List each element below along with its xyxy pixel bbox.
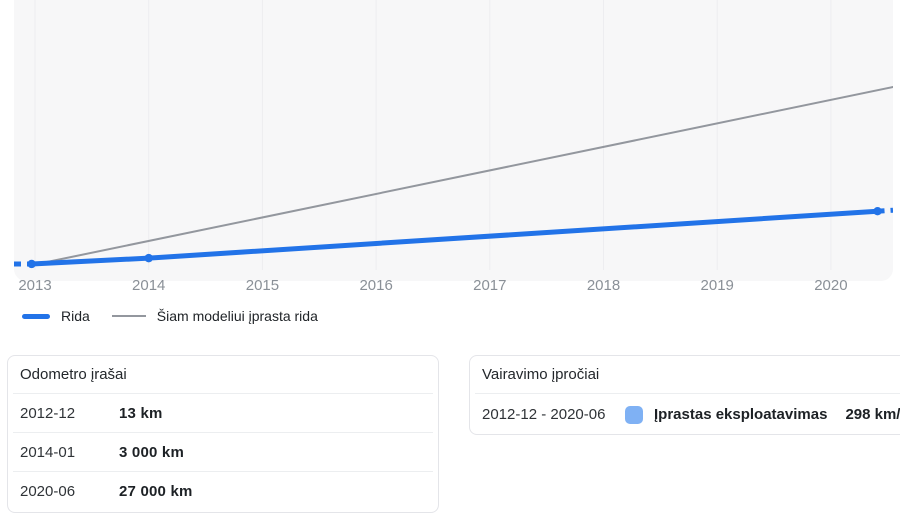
odometer-records-card: Odometro įrašai 2012-12 13 km 2014-01 3 …: [7, 355, 439, 513]
habits-card-title: Vairavimo įpročiai: [475, 356, 900, 394]
mileage-line-chart: [14, 0, 893, 270]
x-tick-label: 2016: [359, 277, 393, 294]
data-point-dot: [873, 207, 882, 216]
driving-habits-card: Vairavimo įpročiai 2012-12 - 2020-06 Įpr…: [469, 355, 900, 435]
x-tick-label: 2019: [700, 277, 734, 294]
normal-usage-swatch: [625, 405, 643, 424]
series-line: [36, 86, 893, 265]
odometer-date: 2020-06: [20, 482, 76, 500]
legend-label-typical-mileage: Šiam modeliui įprasta rida: [156, 308, 318, 324]
x-tick-label: 2018: [586, 277, 621, 294]
habits-usage-rate: 298 km/mė: [845, 406, 900, 423]
x-tick-label: 2013: [18, 277, 52, 294]
chart-legend: Rida Šiam modeliui įprasta rida: [22, 308, 318, 324]
driving-habits-row: 2012-12 - 2020-06 Įprastas eksploatavima…: [475, 394, 900, 435]
odometer-card-title: Odometro įrašai: [13, 356, 433, 394]
x-tick-label: 2017: [473, 277, 507, 294]
x-tick-label: 2015: [245, 277, 280, 294]
data-point-dot: [144, 253, 153, 263]
legend-label-rida: Rida: [61, 308, 90, 324]
legend-item-typical-mileage: Šiam modeliui įprasta rida: [111, 308, 318, 324]
series-line: [29, 208, 881, 267]
data-point-dot: [27, 259, 36, 269]
chart-plot-area: [14, 0, 893, 281]
odometer-value: 3 000 km: [119, 443, 184, 461]
odometer-date: 2012-12: [20, 404, 76, 422]
odometer-value: 13 km: [119, 404, 163, 422]
x-tick-label: 2020: [814, 277, 848, 294]
odometer-date: 2014-01: [20, 443, 76, 461]
odometer-row: 2012-12 13 km: [13, 394, 433, 433]
typical-mileage-line-swatch: [111, 315, 146, 317]
rida-line-swatch: [22, 313, 50, 319]
habits-usage-label: Įprastas eksploatavimas: [654, 406, 828, 423]
legend-item-rida: Rida: [22, 308, 90, 324]
x-tick-label: 2014: [132, 277, 166, 294]
odometer-row: 2014-01 3 000 km: [13, 433, 433, 472]
odometer-value: 27 000 km: [119, 482, 193, 500]
odometer-row: 2020-06 27 000 km: [13, 472, 433, 510]
habits-date-range: 2012-12 - 2020-06: [482, 406, 606, 423]
